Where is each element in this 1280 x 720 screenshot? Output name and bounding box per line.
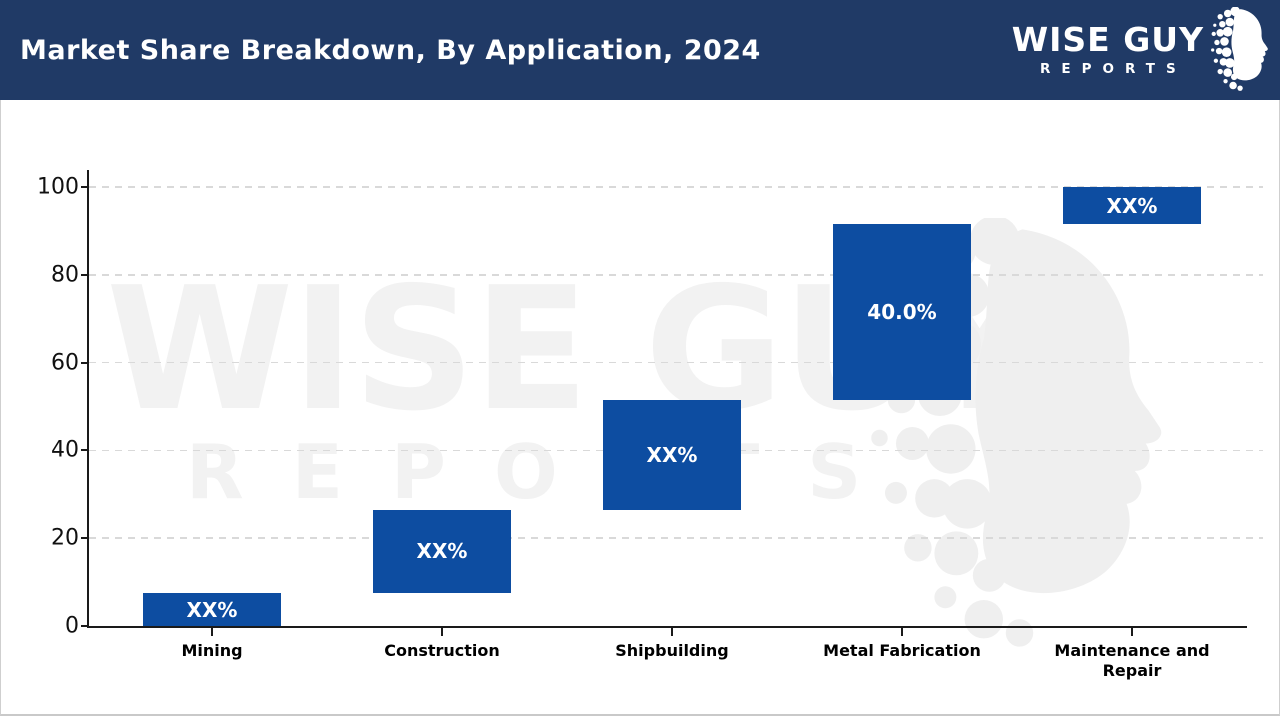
x-tick-4 bbox=[1131, 628, 1133, 636]
plot-area: 0 20 40 60 80 100 XX% Mining XX% Construction XX% S… bbox=[1, 100, 1279, 714]
gridline-20 bbox=[89, 537, 1263, 539]
gridline-80 bbox=[89, 274, 1263, 276]
y-tick-40 bbox=[81, 449, 89, 452]
x-tick-2 bbox=[671, 628, 673, 636]
gridline-60 bbox=[89, 361, 1263, 364]
header-bar: Market Share Breakdown, By Application, … bbox=[0, 0, 1280, 100]
y-tick-label-0: 0 bbox=[65, 613, 79, 639]
x-category-label: Shipbuilding bbox=[615, 641, 729, 660]
y-tick-80 bbox=[81, 273, 89, 276]
wise-guy-face-icon bbox=[1208, 7, 1270, 93]
x-axis-line bbox=[87, 626, 1247, 628]
y-tick-label-100: 100 bbox=[37, 174, 79, 200]
bar-construction: XX% bbox=[373, 509, 511, 594]
y-tick-label-80: 80 bbox=[51, 262, 79, 288]
x-category-label: Mining bbox=[181, 641, 243, 660]
x-category-label: Construction bbox=[384, 641, 500, 660]
bar-value-label: 40.0% bbox=[867, 300, 937, 325]
y-tick-0 bbox=[81, 625, 89, 627]
y-tick-100 bbox=[81, 186, 89, 188]
bar-mining: XX% bbox=[143, 593, 281, 626]
bar-metal-fabrication: 40.0% bbox=[833, 224, 971, 400]
brand-logo-text: WISE GUY REPORTS bbox=[1012, 23, 1204, 77]
bar-shipbuilding: XX% bbox=[603, 399, 741, 510]
bar-value-label: XX% bbox=[646, 442, 698, 467]
x-tick-0 bbox=[211, 628, 213, 636]
bar-maintenance-and-repair: XX% bbox=[1063, 187, 1201, 225]
y-tick-60 bbox=[81, 361, 89, 364]
bar-value-label: XX% bbox=[186, 597, 238, 622]
x-category-label: Maintenance and Repair bbox=[1054, 641, 1210, 680]
chart-card: WISE GUY REPORTS 0 20 40 60 80 100 XX% Mining XX… bbox=[0, 100, 1280, 716]
watermark-subtext: REPORTS bbox=[186, 428, 910, 516]
brand-subtitle: REPORTS bbox=[1040, 60, 1187, 77]
y-tick-label-40: 40 bbox=[51, 437, 79, 463]
y-tick-20 bbox=[81, 537, 89, 540]
page-title: Market Share Breakdown, By Application, … bbox=[20, 34, 761, 66]
y-tick-label-60: 60 bbox=[51, 350, 79, 376]
x-category-label: Metal Fabrication bbox=[823, 641, 981, 660]
x-tick-3 bbox=[901, 628, 903, 636]
brand-name: WISE GUY bbox=[1011, 20, 1204, 60]
gridline-100 bbox=[89, 186, 1263, 188]
bar-value-label: XX% bbox=[416, 539, 468, 564]
y-axis-line bbox=[87, 170, 89, 628]
brand-logo: WISE GUY REPORTS bbox=[1012, 6, 1270, 94]
bar-value-label: XX% bbox=[1106, 193, 1158, 218]
x-tick-1 bbox=[441, 628, 443, 636]
y-tick-label-20: 20 bbox=[51, 525, 79, 551]
